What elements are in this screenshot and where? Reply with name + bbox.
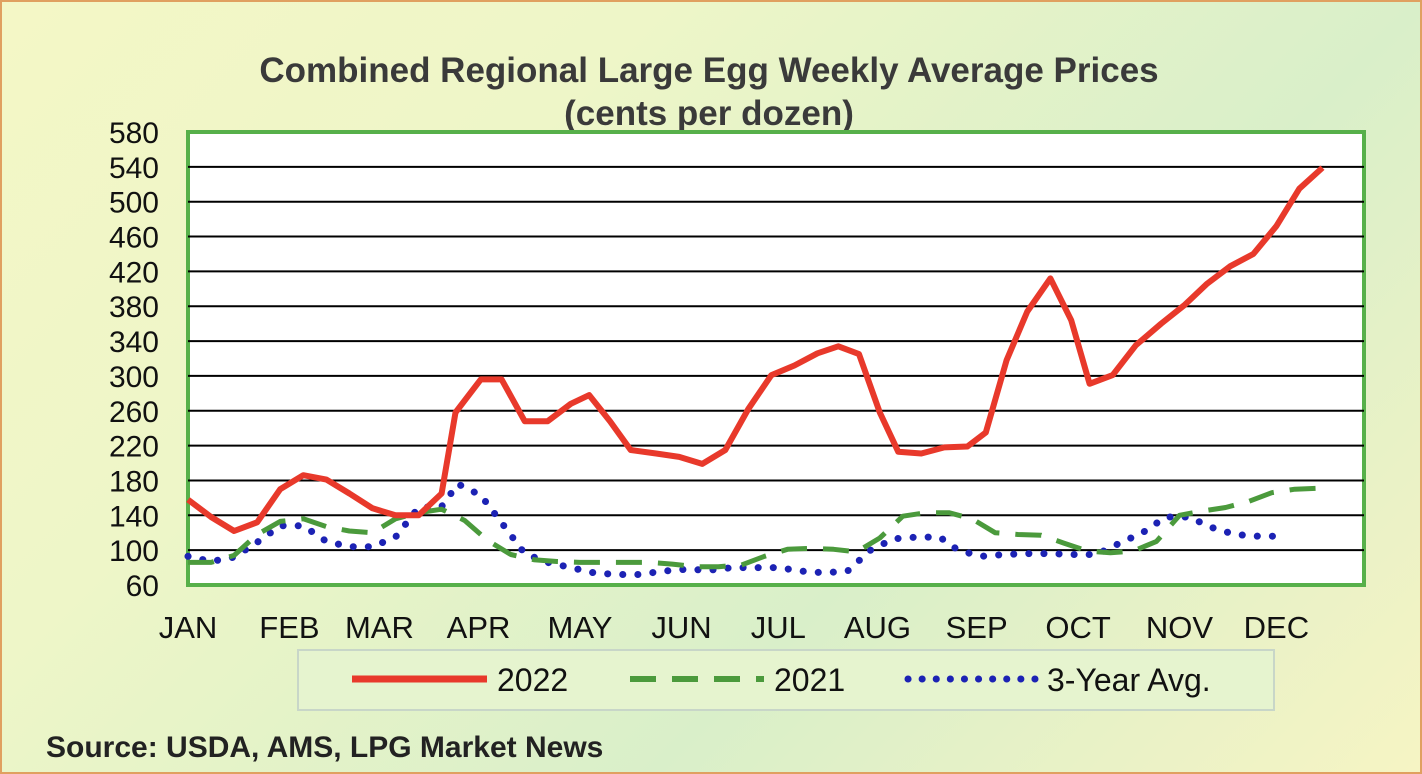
x-axis-ticks: JAN FEB MAR APR MAY JUN JUL AUG SEP OCT NOV DEC	[159, 610, 1309, 645]
y-tick-label: 60	[126, 570, 159, 603]
legend: 2022 2021 3-Year Avg.	[297, 649, 1275, 711]
x-tick-label-apr: APR	[447, 610, 511, 645]
series-line-2021	[188, 485, 1318, 570]
y-tick-label: 100	[109, 535, 159, 568]
y-tick-label: 540	[109, 152, 159, 185]
series-line-2022	[186, 165, 1325, 534]
legend-label-2022: 2022	[497, 662, 568, 698]
series-layer	[184, 165, 1325, 578]
y-tick-label: 340	[109, 326, 159, 359]
x-tick-label-oct: OCT	[1045, 610, 1111, 645]
x-tick-label-dec: DEC	[1244, 610, 1309, 645]
legend-label-3-year-avg: 3-Year Avg.	[1047, 662, 1211, 698]
x-tick-label-nov: NOV	[1146, 610, 1214, 645]
y-tick-label: 220	[109, 431, 159, 464]
grid-layer	[188, 165, 1364, 552]
x-tick-label-may: MAY	[548, 610, 613, 645]
y-tick-label: 140	[109, 500, 159, 533]
x-tick-label-jan: JAN	[159, 610, 218, 645]
chart-subtitle: (cents per dozen)	[564, 94, 854, 133]
source-note: Source: USDA, AMS, LPG Market News	[46, 731, 603, 764]
y-tick-label: 420	[109, 256, 159, 289]
y-tick-label: 260	[109, 396, 159, 429]
y-tick-label: 500	[109, 187, 159, 220]
x-tick-label-jul: JUL	[751, 610, 806, 645]
chart-title: Combined Regional Large Egg Weekly Avera…	[259, 51, 1158, 90]
x-tick-label-mar: MAR	[345, 610, 414, 645]
x-tick-label-sep: SEP	[946, 610, 1008, 645]
x-tick-label-feb: FEB	[259, 610, 319, 645]
x-tick-label-aug: AUG	[844, 610, 911, 645]
y-tick-label: 180	[109, 465, 159, 498]
y-axis-ticks: 6010014018022026030034038042046050054058…	[109, 117, 159, 603]
x-tick-label-jun: JUN	[651, 610, 711, 645]
y-tick-label: 380	[109, 291, 159, 324]
y-tick-label: 300	[109, 361, 159, 394]
y-tick-label: 580	[109, 117, 159, 150]
y-tick-label: 460	[109, 222, 159, 255]
legend-label-2021: 2021	[774, 662, 845, 698]
